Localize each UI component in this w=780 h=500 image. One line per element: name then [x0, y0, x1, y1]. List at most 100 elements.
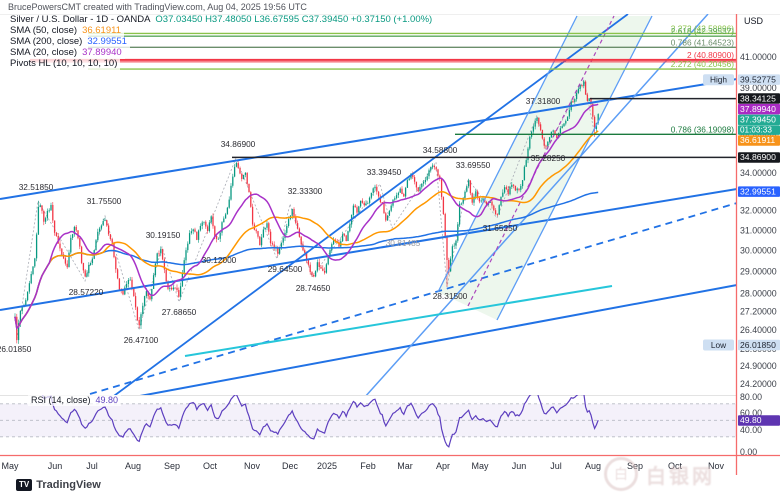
price-scale[interactable]: USD41.0000039.0000036.0000034.0000032.00…: [738, 16, 780, 457]
rsi-tick: 60.00: [740, 408, 762, 418]
fib-level-label: 2 (40.80900): [687, 50, 734, 60]
main-pane[interactable]: 2.272 (42.58896)2.618 (42.39537)0.786 (4…: [0, 14, 737, 436]
time-tick: Oct: [203, 461, 218, 471]
time-tick: Oct: [668, 461, 683, 471]
price-badge: [738, 114, 780, 126]
svg-text:01:03:33: 01:03:33: [740, 126, 772, 135]
price-tick: 24.20000: [740, 379, 777, 389]
time-tick: Sep: [627, 461, 643, 471]
ohlc-values: O37.03450 H37.48050 L36.67595 C37.39450 …: [155, 14, 433, 25]
indicator-row-sma50[interactable]: SMA (50, close) 36.61911: [10, 25, 124, 37]
bar-countdown: [738, 125, 780, 135]
tradingview-mark-icon: TV: [16, 479, 33, 491]
svg-text:High: High: [710, 75, 727, 85]
pivot-label: 30.81485: [386, 238, 421, 248]
price-badge: [738, 103, 780, 115]
pivot-label: 30.12000: [202, 255, 237, 265]
rsi-line: [41, 395, 599, 448]
price-badge: [738, 74, 780, 85]
pivot-label: 34.86900: [221, 139, 256, 149]
svg-text:38.34125: 38.34125: [740, 93, 776, 103]
pivot-label: 31.65250: [483, 223, 518, 233]
fib-level-label: 2.272 (42.58896): [671, 23, 734, 33]
fib-level-label: 0.786 (41.64523): [671, 37, 734, 47]
svg-text:32.99551: 32.99551: [740, 186, 776, 196]
time-axis[interactable]: May Jun Jul Aug Sep Oct Nov Dec 2025 Feb Mar Apr May…: [1, 461, 724, 471]
time-tick: 2025: [317, 461, 337, 471]
trend-line[interactable]: [89, 202, 737, 395]
trend-line[interactable]: [60, 14, 629, 436]
indicator-row-pivots[interactable]: Pivots HL (10, 10, 10, 10): [10, 59, 121, 70]
time-tick: Aug: [125, 461, 141, 471]
trend-line[interactable]: [496, 15, 653, 321]
svg-text:39.52775: 39.52775: [740, 74, 776, 84]
sma20-value: 37.89940: [82, 47, 122, 59]
pivot-label: 33.39450: [367, 167, 402, 177]
svg-text:36.61911: 36.61911: [740, 135, 775, 145]
symbol-row[interactable]: Silver / U.S. Dollar - 1D - OANDA O37.034…: [10, 14, 436, 26]
price-badge: [738, 152, 780, 163]
sma50-value: 36.61911: [82, 25, 121, 37]
trend-line[interactable]: [0, 188, 737, 311]
price-tick: 29.00000: [740, 267, 777, 277]
trend-line[interactable]: [0, 78, 737, 200]
price-tick: 27.20000: [740, 306, 777, 316]
trend-line[interactable]: [0, 284, 737, 422]
rsi-tick: 0.00: [740, 447, 757, 457]
indicator-row-sma20[interactable]: SMA (20, close) 37.89940: [10, 47, 125, 59]
time-tick: May: [471, 461, 489, 471]
time-tick: Dec: [282, 461, 299, 471]
ascending-channel-fill: [438, 16, 652, 320]
price-tick: 39.00000: [740, 83, 777, 93]
rsi-label: RSI (14, close): [31, 395, 91, 405]
pivot-label: 26.01850: [0, 344, 32, 354]
indicator-row-sma200[interactable]: SMA (200, close) 32.99551: [10, 36, 130, 48]
extreme-chip: [703, 339, 734, 351]
chart-legend: Silver / U.S. Dollar - 1D - OANDA O37.034…: [10, 14, 436, 70]
rsi-pane[interactable]: [0, 392, 737, 448]
time-tick: Nov: [708, 461, 725, 471]
rsi-tick: 80.00: [740, 392, 762, 402]
svg-text:34.86900: 34.86900: [740, 152, 776, 162]
time-tick: Jun: [48, 461, 63, 471]
pivot-label: 33.69550: [456, 160, 491, 170]
rsi-badge: [738, 415, 780, 426]
price-badge: [738, 135, 780, 146]
sma-20-line: [14, 103, 599, 330]
price-tick: 32.00000: [740, 206, 777, 216]
price-badge: [738, 339, 780, 351]
currency-label: USD: [744, 16, 764, 26]
pivot-label: 28.57220: [69, 287, 104, 297]
extreme-chip: [703, 74, 734, 86]
price-badge: [738, 93, 780, 104]
time-tick: Sep: [164, 461, 180, 471]
pivot-label: 29.64500: [268, 264, 303, 274]
time-tick: Nov: [244, 461, 261, 471]
sma50-label: SMA (50, close): [10, 25, 78, 37]
svg-text:49.80: 49.80: [740, 415, 762, 425]
sma200-value: 32.99551: [87, 36, 127, 48]
time-tick: Jul: [550, 461, 562, 471]
svg-text:26.01850: 26.01850: [740, 340, 776, 350]
price-tick: 31.00000: [740, 225, 777, 235]
pivot-label: 34.58800: [423, 145, 458, 155]
trend-line[interactable]: [184, 285, 613, 357]
rsi-value: 49.80: [95, 395, 119, 405]
tradingview-logo-text: TradingView: [36, 479, 101, 491]
price-tick: 34.00000: [740, 168, 777, 178]
rsi-legend[interactable]: RSI (14, close) 49.80: [28, 395, 122, 406]
time-tick: May: [1, 461, 19, 471]
time-tick: Jul: [86, 461, 98, 471]
svg-text:37.39450: 37.39450: [740, 115, 776, 125]
symbol-title: Silver / U.S. Dollar - 1D - OANDA: [10, 14, 151, 25]
sma200-label: SMA (200, close): [10, 36, 83, 48]
sma-200-line: [14, 191, 599, 330]
time-tick: Feb: [360, 461, 376, 471]
price-tick: 24.90000: [740, 361, 777, 371]
pivot-label: 32.51850: [19, 182, 54, 192]
trend-line[interactable]: [330, 14, 709, 436]
tradingview-logo[interactable]: TV TradingView: [16, 479, 101, 491]
pivot-zigzag-line: [16, 78, 596, 340]
pivot-label: 31.75500: [87, 196, 122, 206]
